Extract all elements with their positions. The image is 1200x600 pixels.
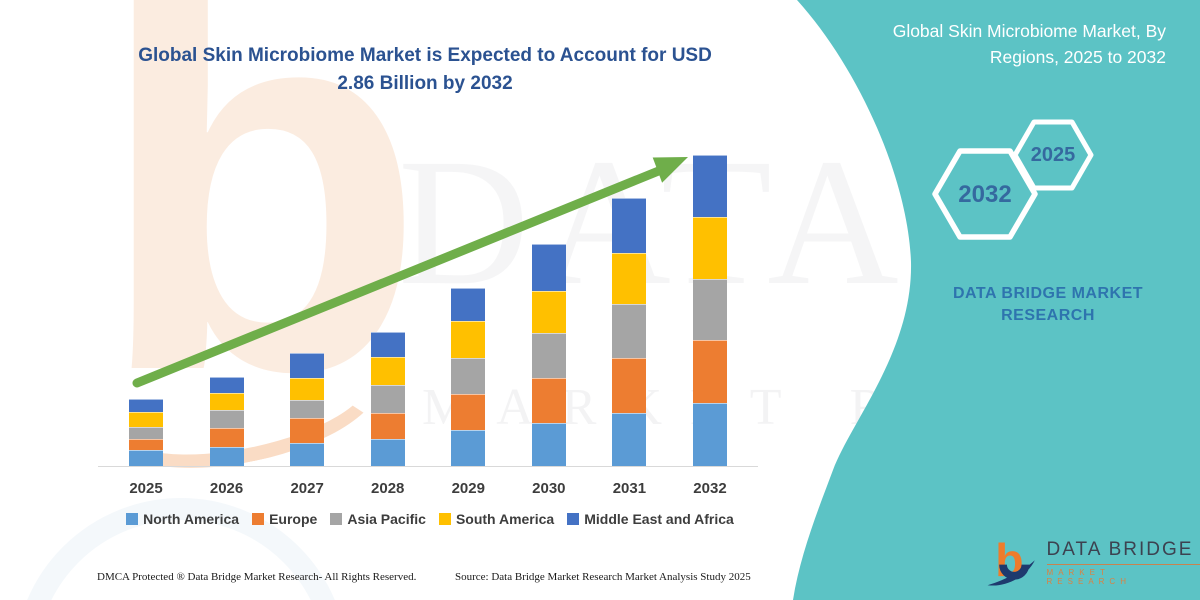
x-axis-label-2027: 2027 — [290, 480, 324, 497]
chart-title-line1: Global Skin Microbiome Market is Expecte… — [138, 45, 712, 66]
bar-segment-europe — [370, 413, 405, 439]
bar-segment-europe — [692, 340, 727, 403]
bar-segment-middle-east-and-africa — [129, 399, 163, 412]
side-panel-title: Global Skin Microbiome Market, By Region… — [806, 18, 1166, 70]
brand-line2: RESEARCH — [1001, 307, 1095, 324]
bar-segment-middle-east-and-africa — [451, 288, 486, 321]
brand-line1: DATA BRIDGE MARKET — [952, 285, 1144, 302]
bar-segment-north-america — [612, 413, 647, 466]
side-panel-title-line1: Global Skin Microbiome Market, By — [892, 21, 1166, 41]
bar-segment-middle-east-and-africa — [531, 244, 566, 291]
x-axis-label-2029: 2029 — [451, 480, 485, 497]
logo-name: DATA BRIDGE — [1046, 539, 1200, 565]
bar-2032 — [692, 154, 727, 466]
bar-segment-north-america — [531, 423, 566, 466]
footer-source: Source: Data Bridge Market Research Mark… — [455, 571, 751, 583]
legend-marker-icon — [252, 513, 265, 525]
bar-segment-middle-east-and-africa — [692, 155, 727, 217]
legend-label: Europe — [269, 511, 318, 527]
hexagon-year-2025: 2025 — [1030, 144, 1076, 166]
bar-segment-asia-pacific — [209, 409, 244, 429]
databridge-logo-icon: b — [987, 536, 1035, 586]
legend-marker-icon — [126, 513, 139, 525]
x-axis-label-2026: 2026 — [209, 480, 244, 497]
bar-segment-south-america — [290, 377, 325, 400]
bar-segment-europe — [451, 394, 486, 430]
x-axis-label-2028: 2028 — [371, 480, 405, 497]
x-axis-line — [98, 466, 758, 467]
legend-item-europe: Europe — [252, 511, 317, 527]
bar-2026 — [209, 377, 244, 466]
legend-item-asia-pacific: Asia Pacific — [330, 511, 426, 527]
bar-2031 — [612, 198, 647, 466]
bar-2029 — [451, 288, 486, 466]
bar-segment-south-america — [692, 217, 727, 279]
bar-2028 — [370, 331, 405, 466]
bar-segment-middle-east-and-africa — [290, 353, 325, 378]
side-panel-brand-text: DATA BRIDGE MARKET RESEARCH — [938, 283, 1158, 327]
bar-segment-south-america — [531, 290, 566, 334]
legend-item-south-america: South America — [438, 511, 555, 527]
x-axis-label-2030: 2030 — [532, 480, 566, 497]
bar-segment-south-america — [451, 321, 486, 358]
bar-segment-north-america — [290, 443, 325, 466]
bar-2027 — [290, 353, 325, 466]
chart-title: Global Skin Microbiome Market is Expecte… — [115, 42, 735, 98]
bar-segment-asia-pacific — [129, 427, 163, 439]
bar-segment-asia-pacific — [531, 333, 566, 378]
x-axis-label-2031: 2031 — [612, 480, 647, 497]
bar-segment-europe — [290, 418, 325, 444]
hexagons-graphic — [932, 119, 1094, 240]
legend-item-middle-east-and-africa: Middle East and Africa — [567, 511, 734, 527]
bar-segment-north-america — [451, 430, 486, 466]
legend-item-north-america: North America — [126, 511, 239, 527]
bar-segment-south-america — [209, 392, 244, 410]
bar-segment-north-america — [129, 450, 163, 466]
side-panel-title-line2: Regions, 2025 to 2032 — [989, 47, 1166, 67]
bar-segment-europe — [531, 377, 566, 424]
bar-segment-north-america — [370, 439, 405, 466]
bar-segment-asia-pacific — [290, 399, 325, 419]
legend: North America Europe Asia Pacific South Ame… — [90, 511, 770, 527]
databridge-logo-text: DATA BRIDGE MARKET RESEARCH — [1046, 539, 1200, 586]
bar-segment-asia-pacific — [692, 279, 727, 340]
bar-segment-south-america — [129, 412, 163, 427]
bar-segment-europe — [612, 358, 647, 414]
bar-segment-asia-pacific — [370, 385, 405, 413]
bar-2030 — [531, 244, 566, 466]
legend-label: Asia Pacific — [347, 511, 426, 527]
logo-subtitle: MARKET RESEARCH — [1046, 567, 1131, 586]
bar-segment-middle-east-and-africa — [612, 198, 647, 253]
legend-label: Middle East and Africa — [584, 511, 734, 527]
legend-marker-icon — [330, 513, 343, 525]
bar-2025 — [129, 398, 163, 466]
footer-copyright: DMCA Protected ® Data Bridge Market Rese… — [97, 571, 417, 583]
legend-label: North America — [143, 511, 240, 527]
legend-marker-icon — [567, 513, 580, 525]
bar-segment-middle-east-and-africa — [209, 377, 244, 393]
x-axis-label-2032: 2032 — [693, 480, 727, 497]
hexagon-2025 — [1012, 119, 1094, 191]
x-axis-label-2025: 2025 — [129, 480, 163, 497]
legend-label: South America — [455, 511, 555, 527]
bar-segment-asia-pacific — [612, 303, 647, 359]
databridge-logo: b DATA BRIDGE MARKET RESEARCH — [985, 536, 1200, 588]
hexagon-2032 — [932, 148, 1038, 240]
legend-marker-icon — [438, 513, 451, 525]
hexagon-year-2032: 2032 — [958, 181, 1012, 208]
bar-segment-south-america — [370, 357, 405, 385]
bar-segment-north-america — [209, 447, 244, 466]
bar-segment-middle-east-and-africa — [370, 332, 405, 357]
bar-segment-asia-pacific — [451, 358, 486, 394]
bar-segment-europe — [129, 439, 163, 450]
bar-segment-north-america — [692, 403, 727, 466]
chart-title-line2: 2.86 Billion by 2032 — [337, 73, 513, 94]
bar-segment-europe — [209, 428, 244, 448]
bar-segment-south-america — [612, 252, 647, 304]
